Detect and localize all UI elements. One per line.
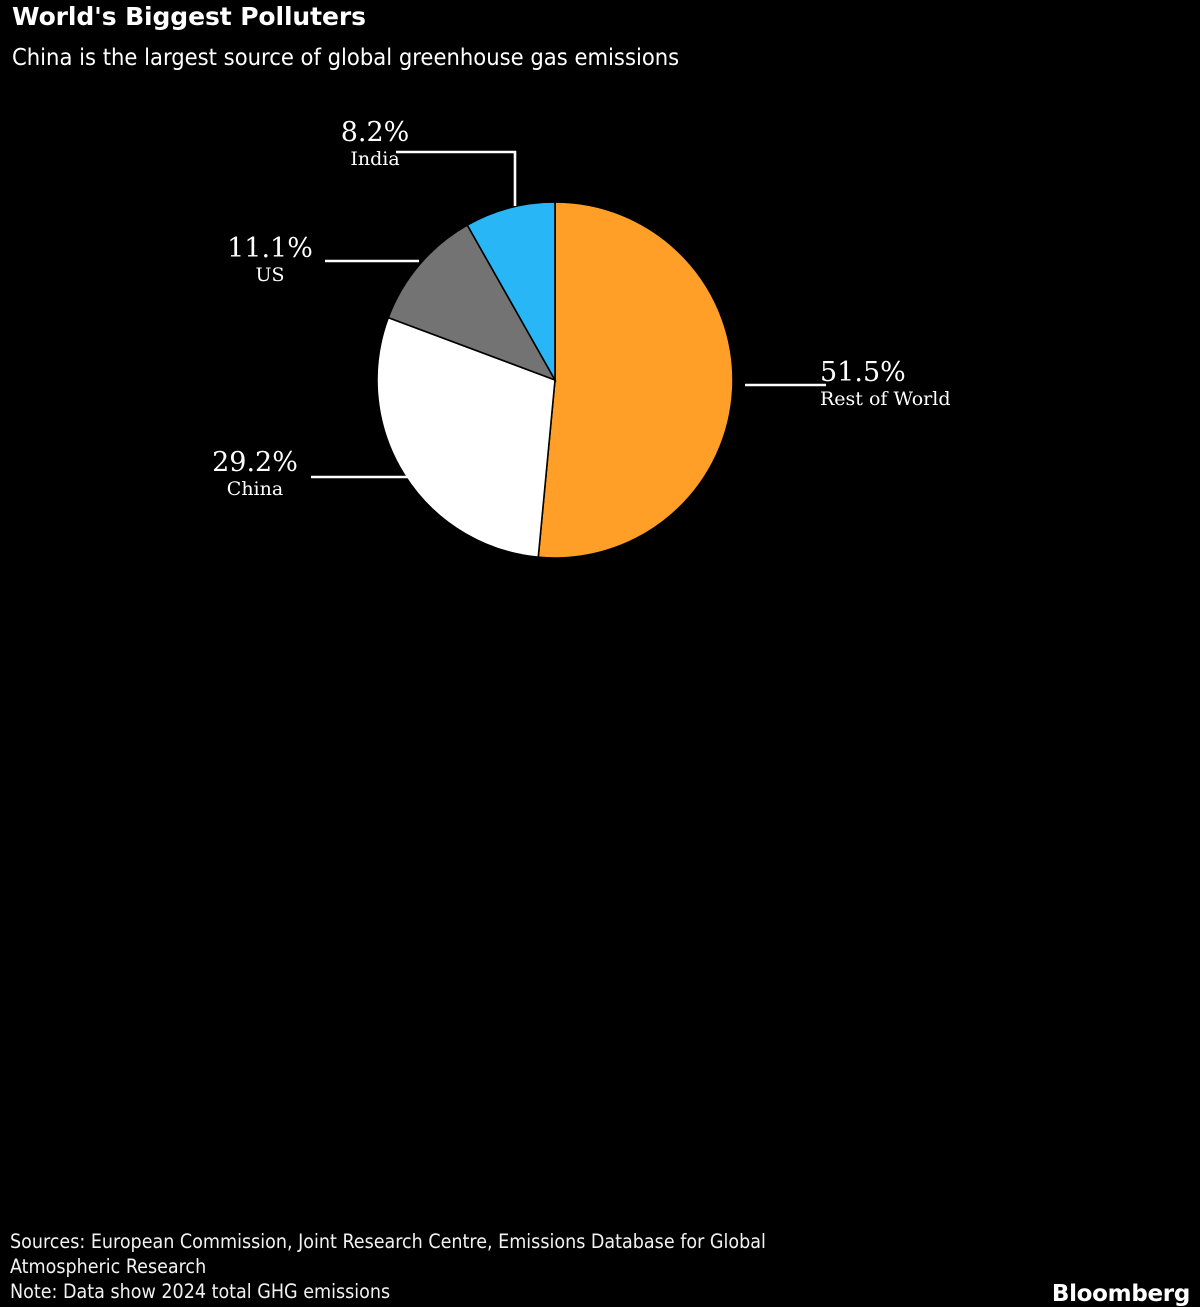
pie-label-us: 11.1% US bbox=[195, 234, 345, 287]
pie-slice-china[interactable] bbox=[376, 316, 556, 559]
pie-label-china-name: China bbox=[226, 478, 284, 500]
pie-label-india: 8.2% India bbox=[300, 118, 450, 171]
pie-label-china-percent: 29.2% bbox=[212, 447, 298, 478]
pie-slice-us[interactable] bbox=[387, 224, 557, 382]
source-line-1: Sources: European Commission, Joint Rese… bbox=[10, 1230, 766, 1253]
leader-line-group bbox=[311, 150, 826, 479]
pie-slice-india[interactable] bbox=[466, 201, 556, 384]
pie-slice-group bbox=[376, 201, 734, 559]
pie-label-china: 29.2% China bbox=[180, 448, 330, 501]
chart-title: World's Biggest Polluters bbox=[12, 2, 366, 31]
bloomberg-logo: Bloomberg bbox=[1051, 1281, 1190, 1307]
pie-label-india-name: India bbox=[350, 148, 400, 170]
pie-slice-rest-of-world[interactable] bbox=[537, 201, 734, 559]
chart-footer: Sources: European Commission, Joint Rese… bbox=[0, 609, 1200, 1307]
source-line-2: Atmospheric Research bbox=[10, 1255, 207, 1278]
chart-subtitle: China is the largest source of global gr… bbox=[12, 43, 680, 71]
pie-label-rest-of-world: 51.5% Rest of World bbox=[820, 358, 1040, 411]
leader-line-india bbox=[396, 150, 517, 206]
pie-label-us-name: US bbox=[255, 264, 285, 286]
pie-label-us-percent: 11.1% bbox=[227, 233, 313, 264]
pie-chart-svg bbox=[311, 150, 826, 559]
note-line: Note: Data show 2024 total GHG emissions bbox=[10, 1280, 391, 1303]
pie-label-india-percent: 8.2% bbox=[340, 117, 410, 148]
pie-chart-plot-area: 8.2% India 11.1% US 29.2% China 51.5% Re… bbox=[180, 118, 1040, 559]
pie-label-rest-of-world-name: Rest of World bbox=[820, 388, 951, 410]
pie-label-rest-of-world-percent: 51.5% bbox=[820, 357, 906, 388]
